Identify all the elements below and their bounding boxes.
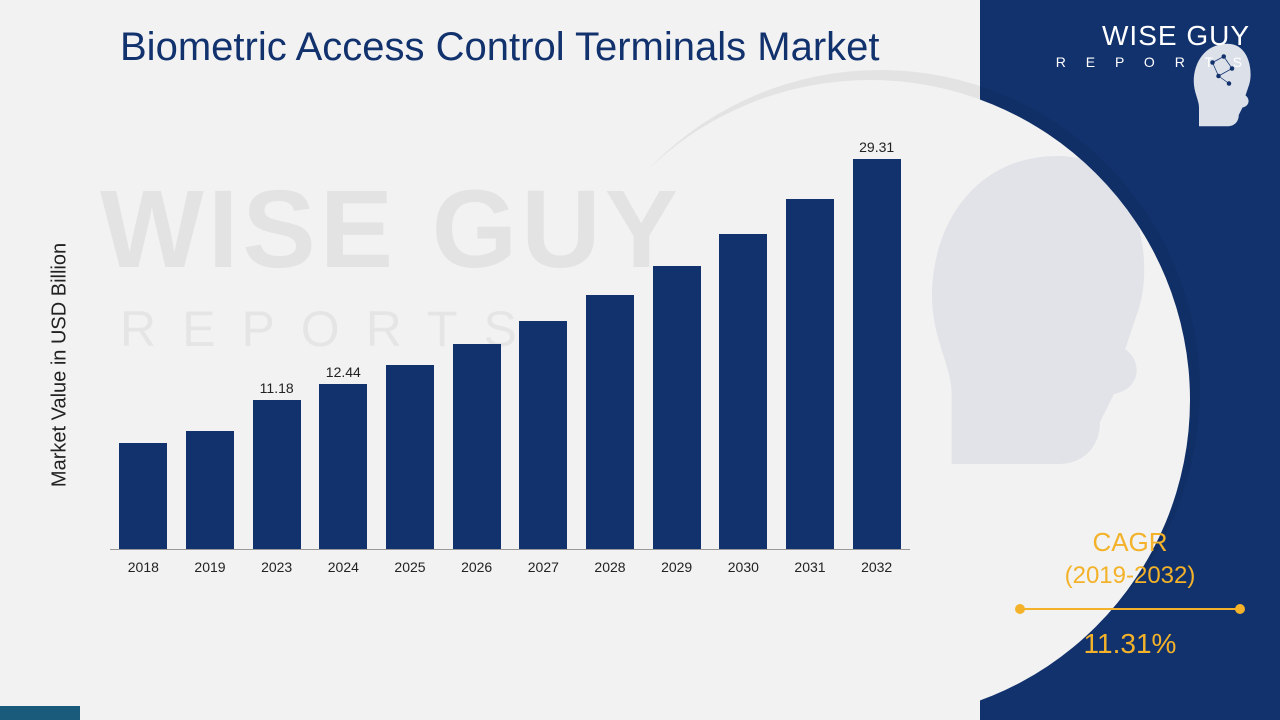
bottom-stripe xyxy=(0,706,80,720)
x-tick-label: 2032 xyxy=(853,559,901,575)
bar xyxy=(719,234,767,549)
bar xyxy=(653,266,701,549)
bar xyxy=(786,199,834,549)
logo-head-icon xyxy=(1180,40,1260,130)
cagr-value: 11.31% xyxy=(1010,628,1250,660)
x-tick-label: 2025 xyxy=(386,559,434,575)
bar xyxy=(119,443,167,549)
bar-value-label: 29.31 xyxy=(853,139,901,155)
chart-canvas: WISE GUY REPORTS Biometric Access Contro… xyxy=(0,0,1280,720)
x-tick-label: 2031 xyxy=(786,559,834,575)
x-tick-label: 2023 xyxy=(253,559,301,575)
bar: 29.31 xyxy=(853,159,901,549)
chart-area: Market Value in USD Billion 2018201911.1… xyxy=(100,150,910,580)
x-tick-label: 2018 xyxy=(119,559,167,575)
brand-logo: WISE GUY R E P O R T S xyxy=(1056,20,1250,70)
bar xyxy=(519,321,567,549)
plot-region: 2018201911.18202312.44202420252026202720… xyxy=(110,150,910,550)
bar xyxy=(186,431,234,549)
chart-title: Biometric Access Control Terminals Marke… xyxy=(120,24,880,70)
watermark-head-icon xyxy=(890,140,1170,480)
cagr-period: (2019-2032) xyxy=(1010,562,1250,590)
x-tick-label: 2019 xyxy=(186,559,234,575)
bar-value-label: 11.18 xyxy=(253,380,301,396)
x-tick-label: 2024 xyxy=(319,559,367,575)
bar-value-label: 12.44 xyxy=(319,364,367,380)
bar: 11.18 xyxy=(253,400,301,549)
cagr-divider xyxy=(1020,608,1240,610)
x-tick-label: 2026 xyxy=(453,559,501,575)
x-tick-label: 2030 xyxy=(719,559,767,575)
cagr-title: CAGR xyxy=(1010,527,1250,558)
bar xyxy=(453,344,501,549)
bar xyxy=(386,365,434,549)
y-axis-label: Market Value in USD Billion xyxy=(49,243,72,487)
x-tick-label: 2028 xyxy=(586,559,634,575)
x-tick-label: 2027 xyxy=(519,559,567,575)
cagr-box: CAGR (2019-2032) 11.31% xyxy=(1010,527,1250,660)
bar: 12.44 xyxy=(319,384,367,549)
x-tick-label: 2029 xyxy=(653,559,701,575)
bar xyxy=(586,295,634,549)
